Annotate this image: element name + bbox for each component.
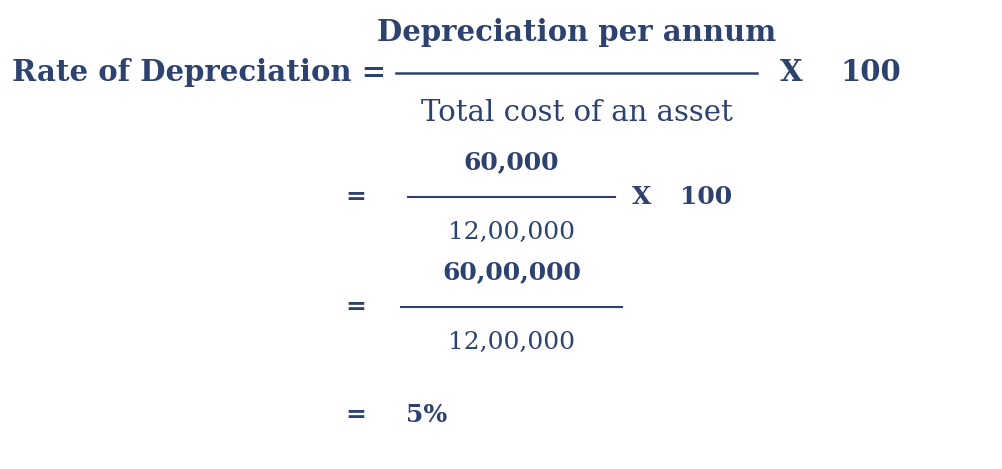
Text: 100: 100 [679, 185, 731, 209]
Text: 60,00,000: 60,00,000 [442, 260, 580, 284]
Text: =: = [346, 403, 366, 427]
Text: Depreciation per annum: Depreciation per annum [377, 18, 776, 47]
Text: 100: 100 [840, 58, 901, 87]
Text: 60,000: 60,000 [463, 150, 559, 174]
Text: 12,00,000: 12,00,000 [448, 220, 574, 244]
Text: X: X [780, 58, 803, 87]
Text: Rate of Depreciation =: Rate of Depreciation = [12, 58, 386, 87]
Text: =: = [346, 185, 366, 209]
Text: =: = [346, 295, 366, 319]
Text: X: X [631, 185, 650, 209]
Text: 5%: 5% [406, 403, 447, 427]
Text: 12,00,000: 12,00,000 [448, 331, 574, 354]
Text: Total cost of an asset: Total cost of an asset [421, 98, 731, 127]
